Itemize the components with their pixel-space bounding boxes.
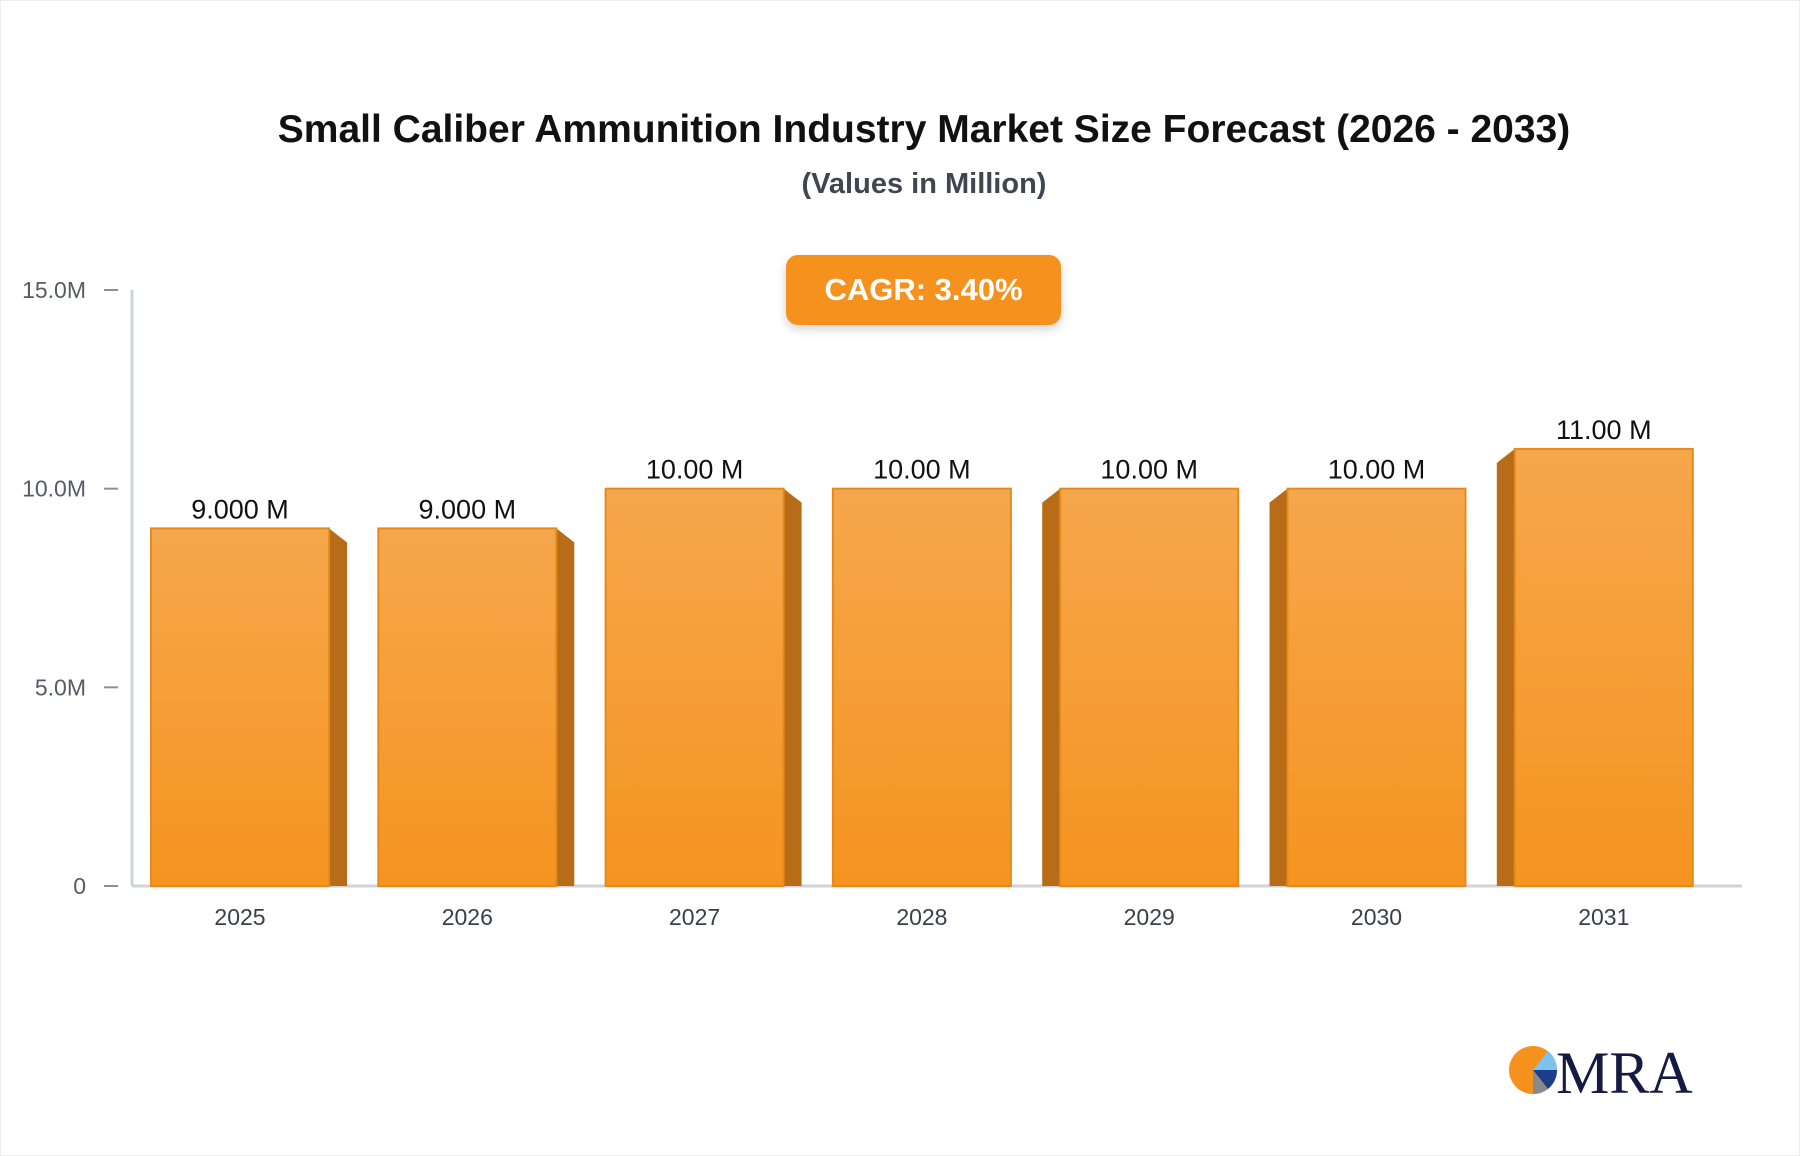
logo-text: MRA (1556, 1040, 1693, 1100)
bar-side (329, 528, 347, 886)
y-tick-label: 5.0M (35, 674, 86, 700)
data-label: 11.00 M (1556, 415, 1652, 445)
bar-group: 10.00 M 2028 (831, 455, 1012, 930)
bar-side (1042, 488, 1061, 886)
data-label: 10.00 M (646, 455, 744, 485)
data-label: 10.00 M (1100, 455, 1198, 485)
y-tick-label: 10.0M (22, 476, 86, 502)
data-label: 9.000 M (419, 494, 517, 524)
bar-side (783, 488, 802, 886)
bar-group: 9.000 M 2025 (150, 494, 347, 930)
bar-group: 11.00 M 2031 (1496, 415, 1694, 930)
cagr-badge: CAGR: 3.40% (786, 255, 1061, 325)
bar (831, 487, 1012, 887)
bar-group: 10.00 M 2027 (604, 455, 802, 930)
x-tick-label: 2031 (1578, 904, 1629, 930)
data-label: 9.000 M (191, 494, 289, 524)
bar (604, 487, 785, 887)
bar (377, 527, 558, 888)
bar-group: 10.00 M 2030 (1269, 455, 1467, 930)
y-tick-label: 15.0M (22, 277, 86, 303)
x-tick-label: 2026 (442, 904, 493, 930)
bar-side (556, 528, 575, 886)
bar (1059, 487, 1240, 887)
bar-group: 10.00 M 2029 (1042, 455, 1240, 930)
chart-title: Small Caliber Ammunition Industry Market… (277, 108, 1571, 151)
bar (150, 527, 330, 888)
x-tick-label: 2028 (896, 904, 947, 930)
x-tick-label: 2027 (669, 904, 720, 930)
bar (1286, 487, 1467, 887)
x-tick-label: 2030 (1351, 904, 1402, 930)
x-tick-label: 2029 (1124, 904, 1175, 930)
chart-subtitle: (Values in Million) (801, 168, 1047, 200)
x-tick-label: 2025 (214, 904, 265, 930)
bar (1513, 447, 1694, 887)
bar-group: 9.000 M 2026 (377, 494, 575, 930)
bar-side (1269, 488, 1288, 886)
y-tick-label: 0 (73, 873, 86, 899)
data-label: 10.00 M (873, 455, 971, 485)
bar-side (1496, 448, 1515, 886)
data-label: 10.00 M (1328, 455, 1426, 485)
mra-logo: MRA (1506, 1040, 1696, 1100)
